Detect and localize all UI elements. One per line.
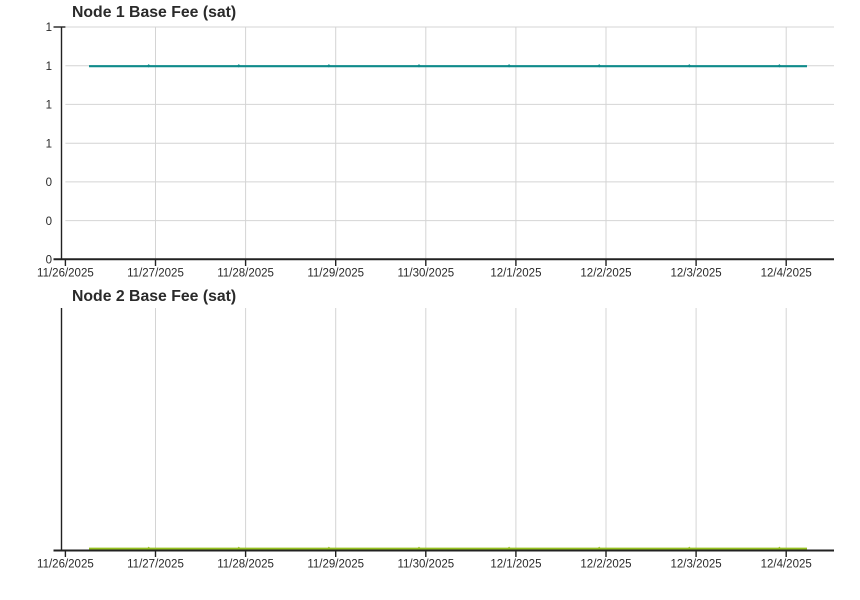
svg-text:12/3/2025: 12/3/2025	[671, 559, 722, 571]
svg-text:12/4/2025: 12/4/2025	[761, 559, 812, 571]
svg-text:11/27/2025: 11/27/2025	[127, 559, 184, 571]
svg-text:12/1/2025: 12/1/2025	[490, 559, 541, 571]
svg-text:11/28/2025: 11/28/2025	[217, 559, 274, 571]
svg-text:12/2/2025: 12/2/2025	[580, 559, 631, 571]
svg-text:11/29/2025: 11/29/2025	[307, 559, 364, 571]
svg-text:11/26/2025: 11/26/2025	[37, 559, 94, 571]
svg-text:11/30/2025: 11/30/2025	[397, 559, 454, 571]
